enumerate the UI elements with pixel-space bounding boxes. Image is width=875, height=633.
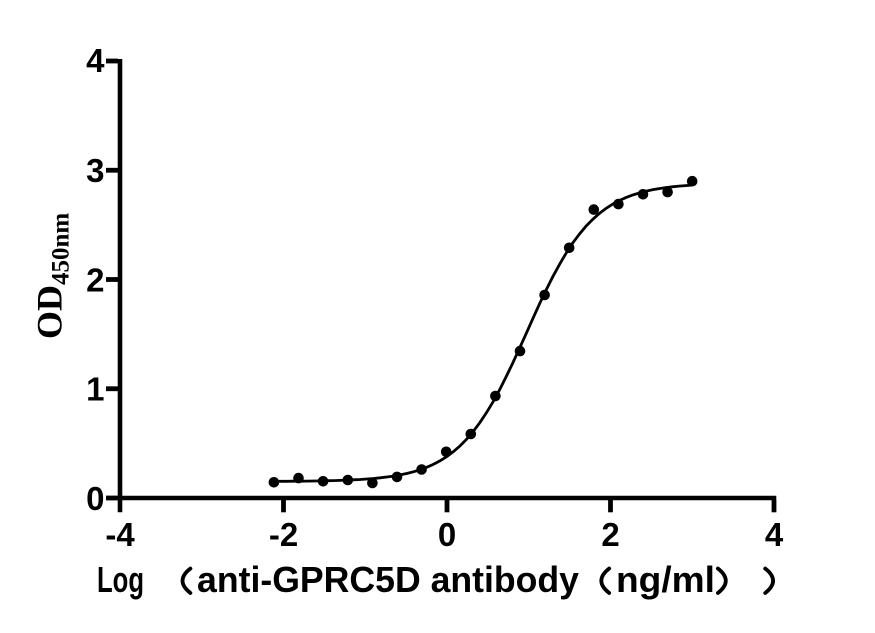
svg-text:2: 2 [601, 516, 619, 553]
svg-text:3: 3 [86, 152, 104, 189]
svg-text:0: 0 [86, 480, 104, 517]
svg-text:0: 0 [438, 516, 456, 553]
svg-text:4: 4 [86, 42, 105, 79]
svg-text:ng/ml: ng/ml [616, 559, 715, 600]
svg-text:4: 4 [765, 516, 784, 553]
svg-text:Log: Log [97, 559, 144, 600]
svg-text:1: 1 [86, 371, 104, 408]
svg-text:anti-GPRC5D antibody: anti-GPRC5D antibody [197, 559, 579, 600]
svg-text:-4: -4 [105, 516, 135, 553]
svg-text:-2: -2 [269, 516, 298, 553]
svg-text:2: 2 [86, 261, 104, 298]
